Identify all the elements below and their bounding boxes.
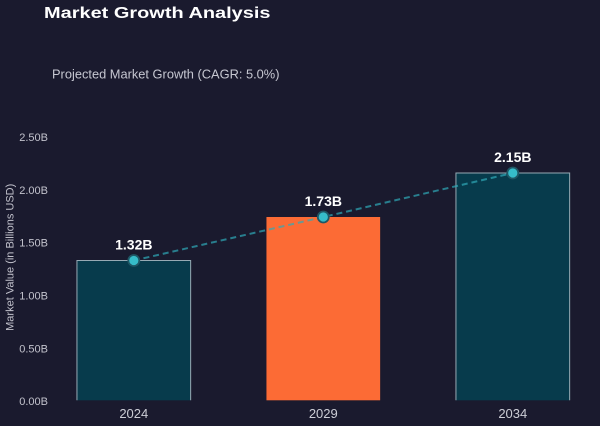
svg-text:1.32B: 1.32B bbox=[115, 237, 152, 253]
svg-text:Market Growth Analysis: Market Growth Analysis bbox=[44, 5, 271, 22]
svg-text:2034: 2034 bbox=[498, 406, 527, 421]
svg-text:1.73B: 1.73B bbox=[305, 193, 342, 209]
svg-text:1.50B: 1.50B bbox=[19, 238, 48, 250]
svg-text:2029: 2029 bbox=[309, 406, 338, 421]
svg-text:Projected Market Growth (CAGR:: Projected Market Growth (CAGR: 5.0%) bbox=[52, 67, 280, 82]
svg-text:Market Value (in Billions USD): Market Value (in Billions USD) bbox=[5, 184, 17, 331]
svg-text:2.00B: 2.00B bbox=[19, 185, 48, 197]
svg-text:2024: 2024 bbox=[119, 406, 148, 421]
svg-text:2.50B: 2.50B bbox=[19, 132, 48, 144]
svg-text:1.00B: 1.00B bbox=[19, 291, 48, 303]
svg-text:0.00B: 0.00B bbox=[19, 396, 48, 408]
svg-text:0.50B: 0.50B bbox=[19, 343, 48, 355]
svg-text:2.15B: 2.15B bbox=[494, 149, 531, 165]
